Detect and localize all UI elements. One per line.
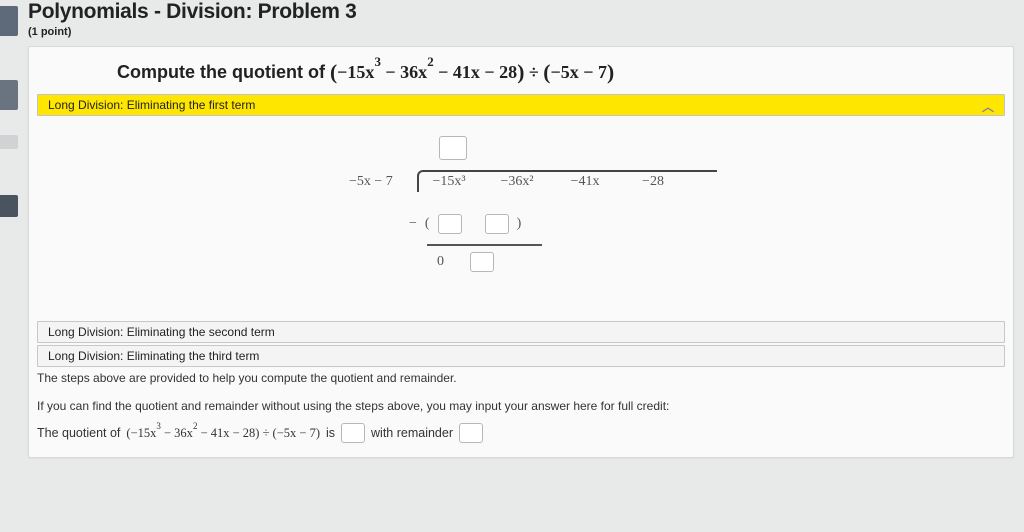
final-expression: (−15x3 − 36x2 − 41x − 28) ÷ (−5x − 7) [126, 424, 320, 441]
dividend-row: −15x³ −36x² −41x −28 [429, 174, 673, 190]
chevron-up-icon: ︿ [982, 98, 994, 115]
problem-card: Compute the quotient of (−15x3 − 36x2 − … [28, 46, 1014, 458]
dividend-term: −36x² [497, 174, 537, 190]
help-text-2: If you can find the quotient and remaind… [37, 399, 1005, 413]
subtraction-underline [427, 244, 542, 246]
quotient-term-input[interactable] [439, 136, 467, 160]
sub-term-input-1[interactable] [438, 214, 462, 234]
result-zero: 0 [437, 254, 444, 270]
subtraction-row: −( ) [409, 214, 521, 234]
carry-down-input[interactable] [470, 252, 494, 272]
final-lead: The quotient of [37, 426, 120, 440]
help-text-1: The steps above are provided to help you… [37, 371, 1005, 385]
long-division-work: −5x − 7 −15x³ −36x² −41x −28 −( ) 0 [29, 116, 1013, 321]
dividend-term: −28 [633, 174, 673, 190]
step3-label: Long Division: Eliminating the third ter… [48, 349, 259, 363]
side-tab[interactable] [0, 6, 18, 36]
step1-label: Long Division: Eliminating the first ter… [48, 98, 255, 112]
prompt-lead: Compute the quotient of [117, 62, 330, 82]
points-label: (1 point) [28, 26, 1014, 38]
step3-header[interactable]: Long Division: Eliminating the third ter… [37, 345, 1005, 367]
dividend-term: −15x³ [429, 174, 469, 190]
final-mid: is [326, 426, 335, 440]
final-quotient-input[interactable] [341, 423, 365, 443]
sub-term-input-2[interactable] [485, 214, 509, 234]
side-tab[interactable] [0, 195, 18, 217]
final-answer-line: The quotient of (−15x3 − 36x2 − 41x − 28… [37, 423, 1005, 443]
final-tail: with remainder [371, 426, 453, 440]
side-tab[interactable] [0, 80, 18, 110]
side-tab[interactable] [0, 135, 18, 149]
problem-prompt: Compute the quotient of (−15x3 − 36x2 − … [29, 57, 1013, 94]
step2-header[interactable]: Long Division: Eliminating the second te… [37, 321, 1005, 343]
divisor-text: −5x − 7 [349, 174, 393, 190]
left-tab-strip [0, 0, 20, 532]
step1-header[interactable]: Long Division: Eliminating the first ter… [37, 94, 1005, 116]
dividend-term: −41x [565, 174, 605, 190]
result-row: 0 [437, 252, 494, 272]
minus-label: − [409, 216, 417, 232]
prompt-expression: (−15x3 − 36x2 − 41x − 28) ÷ (−5x − 7) [330, 62, 614, 82]
quotient-row [439, 136, 467, 160]
page-title: Polynomials - Division: Problem 3 [28, 0, 1014, 24]
final-remainder-input[interactable] [459, 423, 483, 443]
step2-label: Long Division: Eliminating the second te… [48, 325, 275, 339]
problem-page: Polynomials - Division: Problem 3 (1 poi… [28, 0, 1014, 458]
